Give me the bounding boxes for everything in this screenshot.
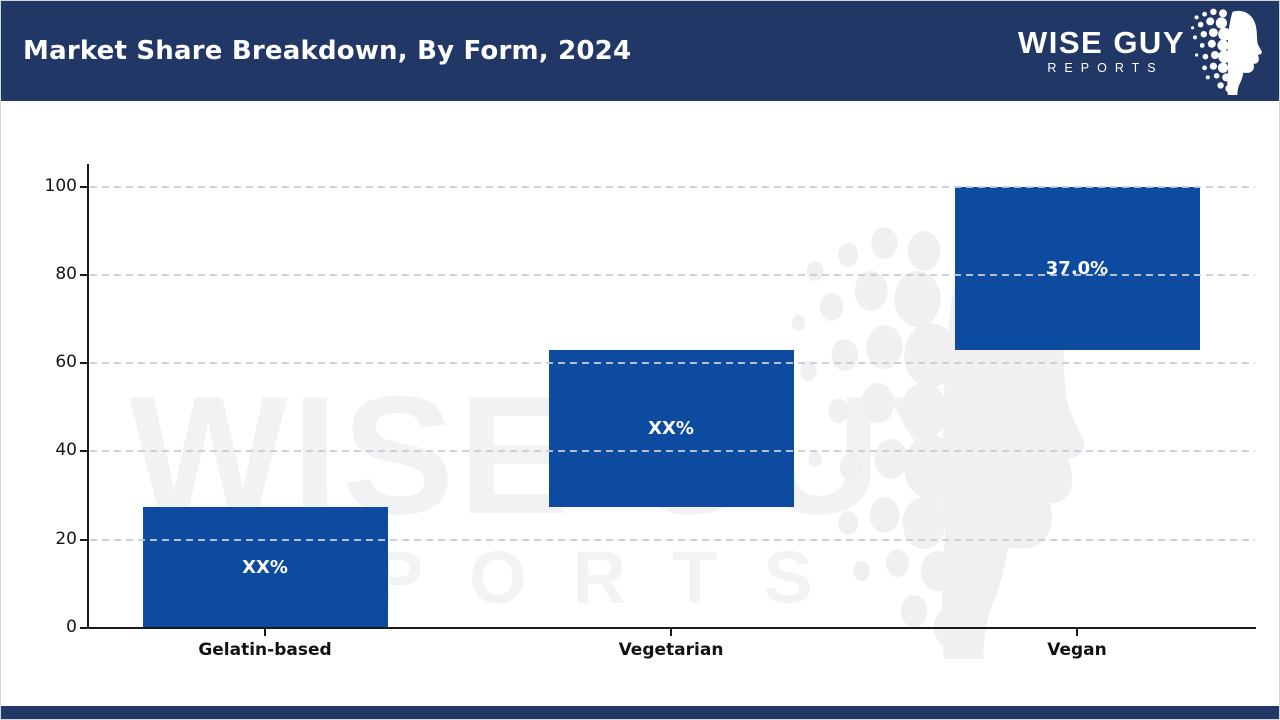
gridline-80 xyxy=(90,273,1255,276)
bar-value-label: XX% xyxy=(242,556,288,578)
wise-guy-reports-logo: WISE GUY REPORTS xyxy=(1018,7,1279,95)
y-tick-label-20: 20 xyxy=(55,528,77,549)
y-tick-mark-40 xyxy=(80,450,88,453)
logo-reports-label: REPORTS xyxy=(1047,61,1164,76)
y-tick-label-0: 0 xyxy=(66,617,77,637)
x-tick-mark-2 xyxy=(670,629,672,636)
x-tick-mark-3 xyxy=(1076,629,1078,636)
y-tick-mark-0 xyxy=(80,627,88,629)
y-tick-mark-60 xyxy=(80,362,88,365)
logo-wise-guy-label: WISE GUY xyxy=(1017,25,1185,61)
logo-dotted-head-icon xyxy=(1191,8,1262,95)
bar-vegan: 37.0% xyxy=(954,186,1200,350)
x-tick-mark-1 xyxy=(264,629,266,636)
header-bar: Market Share Breakdown, By Form, 2024 WI… xyxy=(1,1,1279,101)
gridline-40 xyxy=(90,450,1255,453)
y-tick-label-100: 100 xyxy=(44,175,77,196)
y-tick-label-60: 60 xyxy=(55,352,77,373)
x-category-label-vegetarian: Vegetarian xyxy=(618,640,724,660)
y-tick-label-80: 80 xyxy=(55,263,77,284)
footer-bar xyxy=(1,706,1279,719)
bar-gelatin-based: XX% xyxy=(142,506,388,628)
gridline-20 xyxy=(90,538,1255,541)
x-category-label-gelatin-based: Gelatin-based xyxy=(198,640,332,660)
x-category-label-vegan: Vegan xyxy=(1047,640,1107,660)
x-axis-line xyxy=(87,627,1256,629)
gridline-100 xyxy=(90,185,1255,188)
logo-text: WISE GUY REPORTS xyxy=(1018,27,1185,75)
y-tick-mark-80 xyxy=(80,273,88,276)
bar-value-label: 37.0% xyxy=(1045,257,1109,279)
y-tick-mark-100 xyxy=(80,185,88,188)
y-tick-label-40: 40 xyxy=(55,440,77,461)
bar-value-label: XX% xyxy=(648,417,694,439)
bar-vegetarian: XX% xyxy=(548,349,794,507)
chart-title: Market Share Breakdown, By Form, 2024 xyxy=(23,36,632,66)
gridline-60 xyxy=(90,362,1255,365)
y-axis-line xyxy=(87,164,89,629)
y-tick-mark-20 xyxy=(80,538,88,541)
